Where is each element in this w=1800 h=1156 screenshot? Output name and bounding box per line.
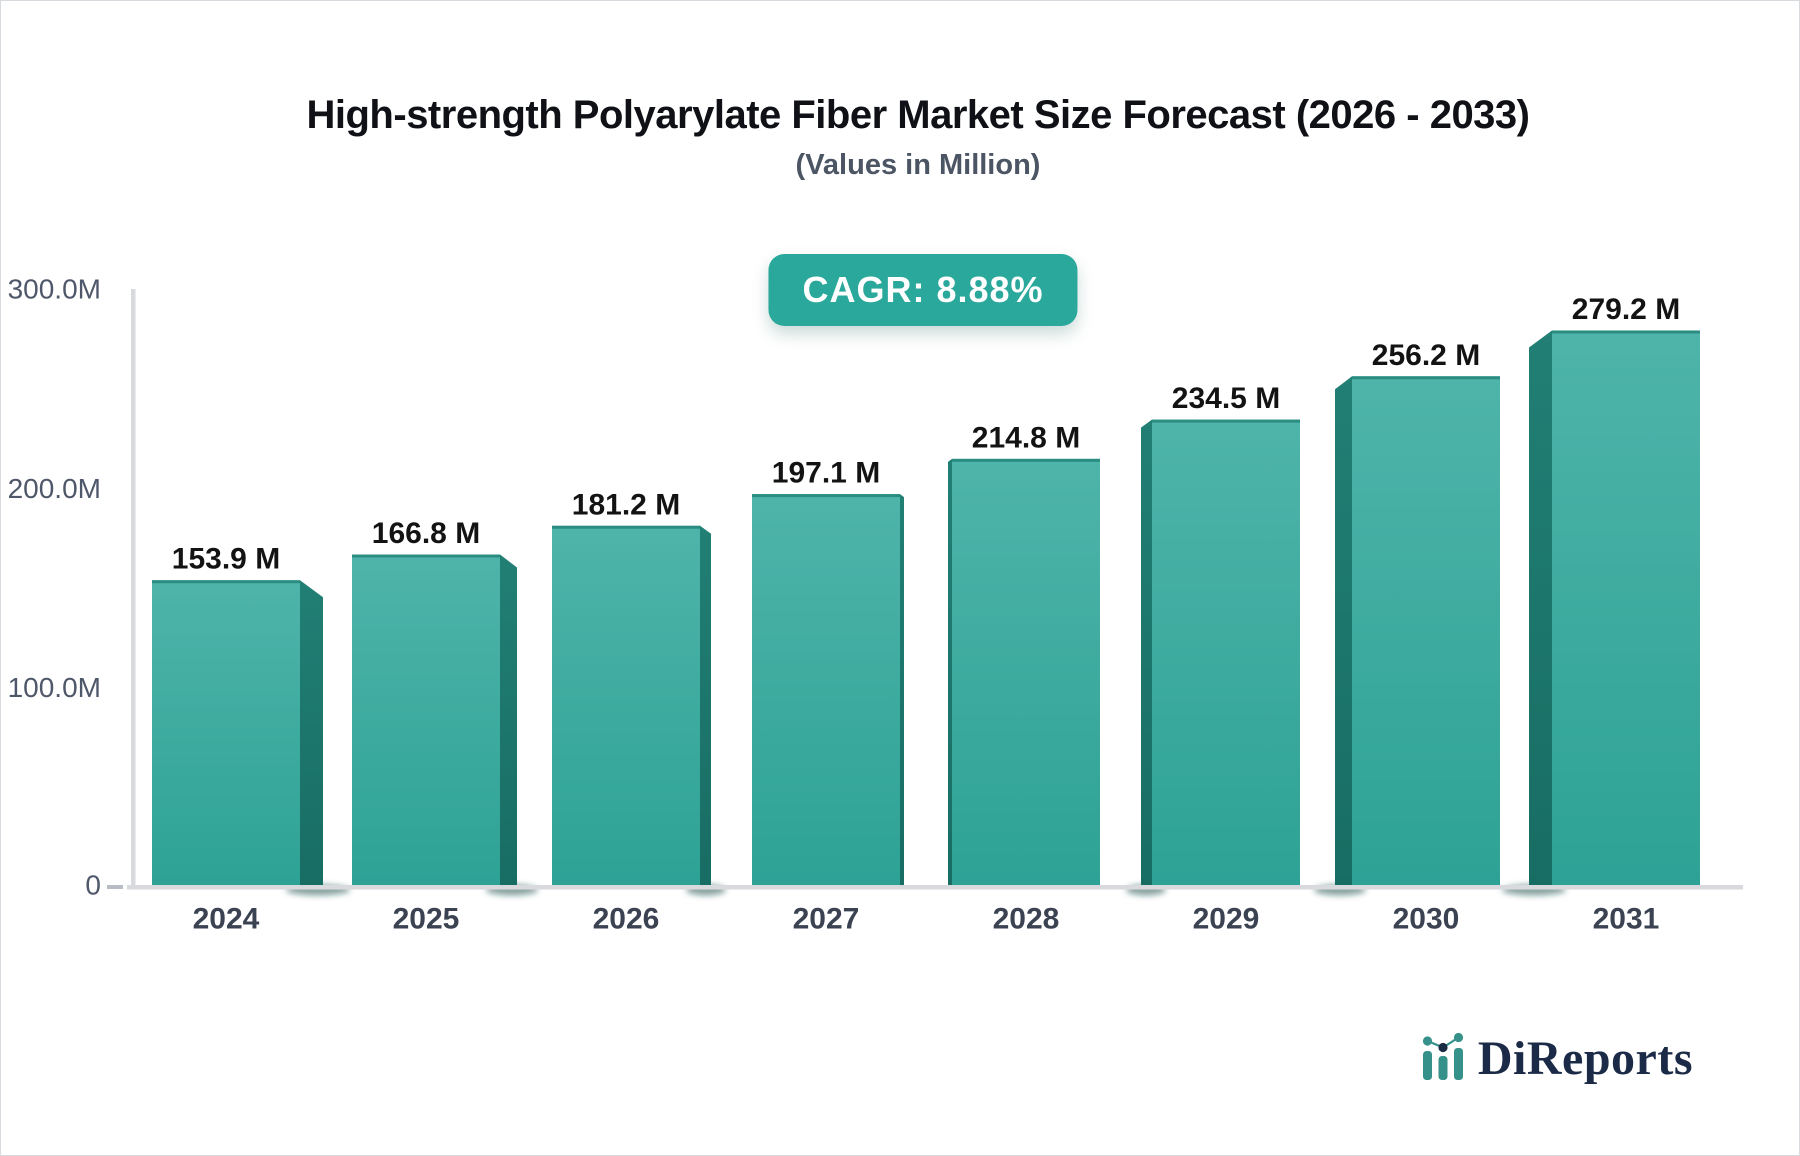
bar-2028 bbox=[952, 458, 1100, 887]
bar-side-2025 bbox=[500, 554, 517, 887]
bar-2026 bbox=[552, 525, 700, 887]
bar-side-2029 bbox=[1141, 419, 1152, 887]
bar-value-label-2024: 153.9 M bbox=[172, 543, 280, 576]
bar-value-label-2027: 197.1 M bbox=[772, 457, 880, 490]
bar-side-2026 bbox=[700, 525, 711, 887]
chart-subtitle: (Values in Million) bbox=[795, 149, 1041, 181]
bar-2025 bbox=[352, 554, 500, 887]
bar-2030 bbox=[1352, 376, 1500, 887]
brand-logo: DiReports bbox=[1420, 1032, 1693, 1085]
x-axis-label-2026: 2026 bbox=[593, 903, 660, 936]
y-axis-line bbox=[131, 289, 136, 889]
bar-value-label-2026: 181.2 M bbox=[572, 488, 680, 521]
chart-title: High-strength Polyarylate Fiber Market S… bbox=[306, 93, 1531, 137]
bar-2031 bbox=[1552, 330, 1700, 888]
y-axis-tick-300: 300.0M bbox=[8, 274, 101, 305]
bar-side-2030 bbox=[1335, 376, 1352, 887]
logo-bars bbox=[1422, 1048, 1463, 1080]
x-axis-label-2028: 2028 bbox=[993, 903, 1060, 936]
bar-value-label-2025: 166.8 M bbox=[372, 517, 480, 550]
brand-name: DiReports bbox=[1477, 1032, 1693, 1085]
bar-side-2027 bbox=[900, 494, 904, 887]
bar-side-2028 bbox=[948, 458, 952, 887]
bar-value-label-2030: 256.2 M bbox=[1372, 339, 1480, 372]
logo-trend-line bbox=[1422, 1032, 1463, 1053]
bar-2027 bbox=[752, 494, 900, 887]
bar-value-label-2028: 214.8 M bbox=[972, 421, 1080, 454]
x-axis-label-2030: 2030 bbox=[1393, 903, 1460, 936]
x-axis-label-2031: 2031 bbox=[1593, 903, 1660, 936]
x-axis-label-2025: 2025 bbox=[393, 903, 460, 936]
bar-side-2031 bbox=[1529, 330, 1552, 888]
cagr-badge: CAGR: 8.88% bbox=[768, 254, 1078, 326]
bar-side-2024 bbox=[300, 580, 323, 887]
bar-2024 bbox=[152, 580, 300, 887]
bar-2029 bbox=[1152, 419, 1300, 887]
y-axis-tick-100: 100.0M bbox=[8, 672, 101, 703]
x-axis-label-2024: 2024 bbox=[193, 903, 260, 936]
bar-value-label-2029: 234.5 M bbox=[1172, 382, 1280, 415]
y-axis-tick-0: 0 bbox=[85, 870, 101, 901]
bar-value-label-2031: 279.2 M bbox=[1572, 293, 1680, 326]
x-axis-baseline bbox=[127, 885, 1743, 890]
x-axis-label-2027: 2027 bbox=[793, 903, 860, 936]
x-axis-label-2029: 2029 bbox=[1193, 903, 1260, 936]
y-axis-tick-200: 200.0M bbox=[8, 473, 101, 504]
mini-bar-line-chart-icon bbox=[1422, 1032, 1463, 1080]
